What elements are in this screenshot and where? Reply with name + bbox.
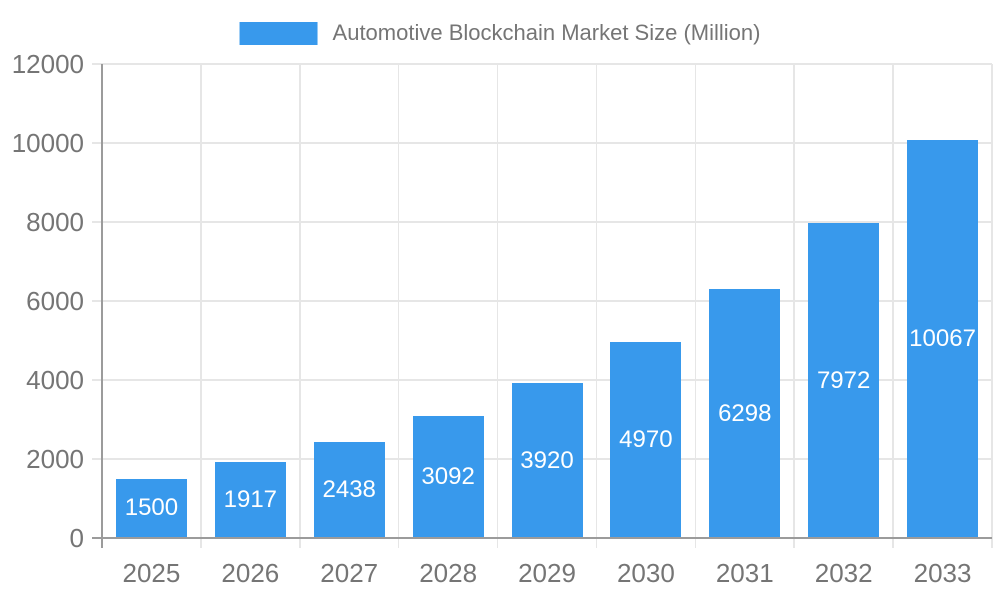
y-tick-label: 8000: [26, 207, 84, 237]
bar-value-label: 3092: [421, 462, 475, 490]
bar-value-label: 2438: [322, 475, 376, 503]
x-axis-line: [92, 537, 992, 539]
bar-value-label: 3920: [520, 446, 574, 474]
x-tick-label: 2031: [715, 558, 774, 588]
bar-2031: 6298: [709, 289, 781, 538]
bar-2028: 3092: [412, 415, 484, 538]
x-tick-label: 2026: [221, 558, 280, 588]
bar-value-label: 1917: [223, 486, 278, 514]
x-tick-label: 2028: [419, 558, 478, 588]
y-tick-label: 4000: [26, 365, 84, 395]
x-tick-label: 2027: [320, 558, 379, 588]
bar-2025: 1500: [115, 478, 187, 538]
h-gridline: [92, 221, 992, 223]
h-gridline: [92, 142, 992, 144]
y-tick-label: 12000: [11, 49, 84, 79]
bar-2026: 1917: [214, 462, 286, 538]
bar-2033: 10067: [907, 140, 979, 538]
v-gridline: [991, 64, 993, 548]
x-tick-label: 2032: [814, 558, 873, 588]
x-tick-label: 2030: [616, 558, 675, 588]
x-tick-label: 2025: [122, 558, 181, 588]
v-gridline: [892, 64, 894, 548]
v-gridline: [397, 64, 400, 548]
bar-value-label: 10067: [909, 325, 976, 353]
chart-legend[interactable]: Automotive Blockchain Market Size (Milli…: [239, 20, 761, 46]
legend-label: Automotive Blockchain Market Size (Milli…: [332, 20, 761, 45]
bar-value-label: 7972: [816, 366, 871, 394]
bar-2030: 4970: [610, 341, 682, 538]
v-gridline: [496, 64, 499, 548]
bar-value-label: 4970: [619, 425, 673, 453]
bar-2027: 2438: [313, 441, 385, 538]
x-tick-label: 2033: [913, 558, 972, 588]
bar-2032: 7972: [808, 223, 880, 538]
y-tick-label: 2000: [26, 444, 84, 474]
bar-value-label: 1500: [124, 494, 179, 522]
v-gridline: [200, 64, 202, 548]
v-gridline: [299, 64, 301, 548]
bar-value-label: 6298: [718, 399, 772, 427]
legend-swatch: [239, 21, 318, 45]
y-tick-label: 6000: [26, 286, 84, 316]
v-gridline: [793, 64, 795, 548]
h-gridline: [92, 300, 992, 302]
y-tick-label: 10000: [11, 128, 84, 158]
h-gridline: [92, 63, 992, 65]
h-gridline: [92, 379, 992, 381]
y-axis-line: [101, 64, 103, 548]
bar-2029: 3920: [511, 383, 583, 538]
v-gridline: [694, 64, 697, 548]
v-gridline: [595, 64, 598, 548]
y-tick-label: 0: [69, 523, 84, 553]
x-tick-label: 2029: [518, 558, 576, 588]
